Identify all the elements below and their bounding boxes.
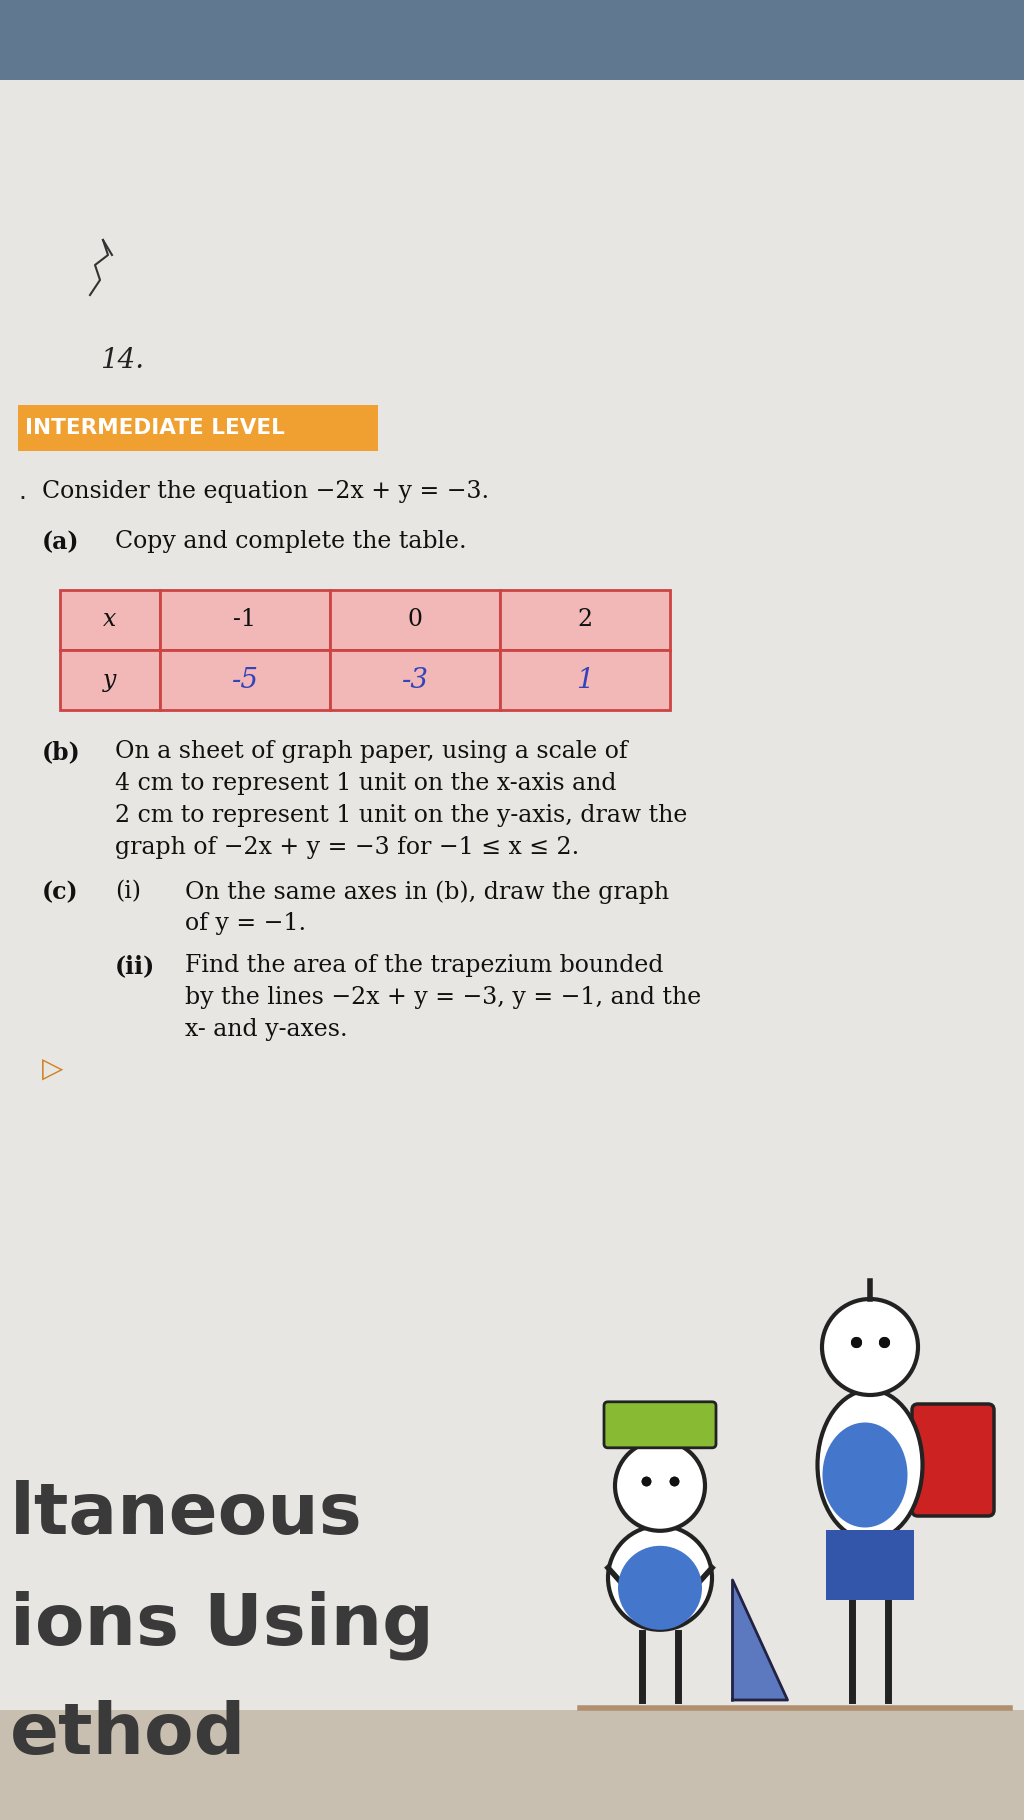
Text: -3: -3 [401,666,428,693]
Text: 0: 0 [408,608,423,632]
Ellipse shape [817,1390,923,1540]
Bar [0,0,1024,80]
Text: 1: 1 [577,666,594,693]
Text: ▷: ▷ [42,1056,63,1083]
Text: (b): (b) [42,741,81,764]
Text: Consider the equation −2x + y = −3.: Consider the equation −2x + y = −3. [42,480,489,502]
Bar [330,650,500,710]
Ellipse shape [822,1423,907,1527]
Bar [330,590,500,650]
Bar [60,590,160,650]
Text: -5: -5 [231,666,258,693]
Bar [500,590,670,650]
Text: Copy and complete the table.: Copy and complete the table. [115,530,467,553]
Circle shape [615,1441,705,1531]
Text: 4 cm to represent 1 unit on the x-axis and: 4 cm to represent 1 unit on the x-axis a… [115,772,616,795]
Text: x- and y-axes.: x- and y-axes. [185,1017,347,1041]
Text: (ii): (ii) [115,954,156,977]
FancyBboxPatch shape [604,1401,716,1447]
Circle shape [822,1299,918,1394]
Text: graph of −2x + y = −3 for −1 ≤ x ≤ 2.: graph of −2x + y = −3 for −1 ≤ x ≤ 2. [115,835,580,859]
Text: of y = −1.: of y = −1. [185,912,306,935]
Text: (c): (c) [42,881,79,905]
Bar [0,80,1024,1711]
Text: ethod: ethod [10,1700,247,1769]
Text: y: y [103,668,117,692]
FancyBboxPatch shape [912,1403,994,1516]
Text: INTERMEDIATE LEVEL: INTERMEDIATE LEVEL [25,419,285,439]
Circle shape [618,1545,702,1629]
Text: (i): (i) [115,881,141,903]
Bar [18,406,378,451]
Bar [500,650,670,710]
Circle shape [608,1525,712,1629]
Text: x: x [103,608,117,632]
Bar [160,650,330,710]
Text: (a): (a) [42,530,80,553]
Text: 2: 2 [578,608,593,632]
Text: On the same axes in (b), draw the graph: On the same axes in (b), draw the graph [185,881,669,903]
Text: On a sheet of graph paper, using a scale of: On a sheet of graph paper, using a scale… [115,741,628,763]
Text: by the lines −2x + y = −3, y = −1, and the: by the lines −2x + y = −3, y = −1, and t… [185,986,701,1008]
Text: ions Using: ions Using [10,1591,434,1660]
Bar [0,1711,1024,1820]
Text: 2 cm to represent 1 unit on the y-axis, draw the: 2 cm to represent 1 unit on the y-axis, … [115,804,687,826]
Bar [60,650,160,710]
Polygon shape [732,1580,787,1700]
Text: Find the area of the trapezium bounded: Find the area of the trapezium bounded [185,954,664,977]
Text: ltaneous: ltaneous [10,1480,362,1549]
Text: -1: -1 [233,608,256,632]
Text: .: . [18,480,26,504]
Bar [160,590,330,650]
Bar [826,1531,914,1600]
Text: 14.: 14. [100,346,144,373]
